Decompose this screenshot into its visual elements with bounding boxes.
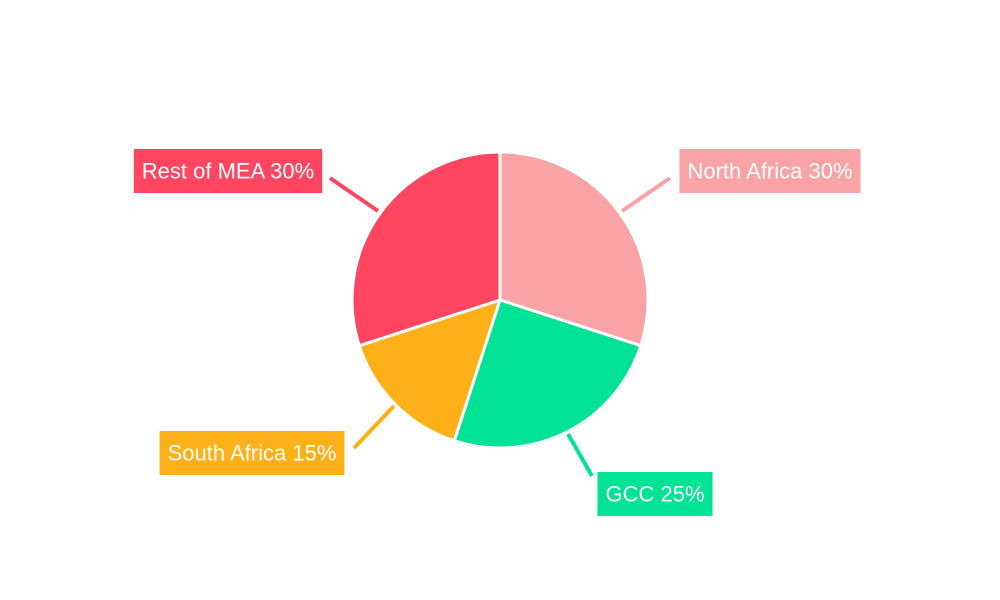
pie-slice-rest-of-mea[interactable] [350, 150, 502, 348]
pie-slices [350, 150, 650, 450]
connector-line-rest-of-mea [328, 176, 380, 213]
connector-line-gcc [566, 433, 594, 477]
slice-label-rest-of-mea: Rest of MEA 30% [142, 159, 314, 184]
slice-label-box-north-africa [679, 149, 861, 193]
slice-label-north-africa: North Africa 30% [687, 159, 852, 184]
pie-slice-gcc[interactable] [452, 298, 643, 450]
slice-label-gcc: GCC 25% [605, 482, 704, 507]
slice-label-box-gcc [597, 472, 713, 516]
pie-labels: North Africa 30% GCC 25% South Africa 15% R… [133, 149, 861, 516]
connector-line-south-africa [352, 404, 396, 450]
slice-label-box-rest-of-mea [133, 149, 323, 193]
slice-label-south-africa: South Africa 15% [168, 441, 337, 466]
connector-line-north-africa [620, 176, 672, 213]
pie-slice-north-africa[interactable] [498, 150, 650, 348]
slice-label-box-south-africa [159, 431, 345, 475]
